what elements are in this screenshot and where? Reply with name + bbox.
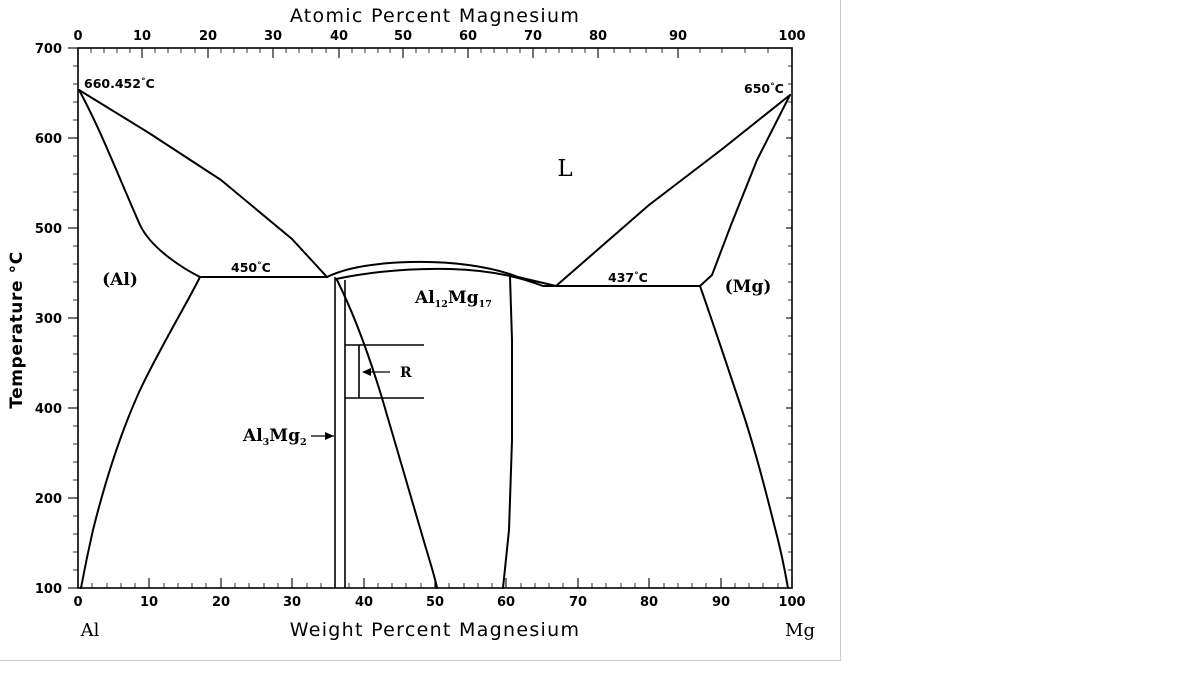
beta-phase-annotation: Al3Mg2 (242, 426, 334, 448)
mg-melting-annotation: 650°C (744, 81, 784, 96)
curve-solvus-al (80, 276, 201, 589)
phase-boundaries (78, 89, 791, 589)
svg-text:437°C: 437°C (608, 270, 648, 285)
eutectic-left-value: 450 (231, 260, 257, 275)
bottom-axis-title: Weight Percent Magnesium (290, 619, 581, 641)
beta-leader-arrowhead (325, 432, 334, 440)
eutectic-right-value: 437 (608, 270, 634, 285)
curve-solidus-gamma (335, 267, 557, 287)
eutectic-right-annotation: 437°C (608, 270, 648, 285)
bottom-tick-label: 70 (569, 595, 587, 610)
curve-solidus-al (78, 89, 201, 278)
left-tick-label: 100 (35, 582, 62, 597)
curve-liquidus-mg (555, 94, 791, 287)
gamma-base1: Al (414, 288, 435, 308)
phase-label-beta: Al3Mg2 (242, 426, 307, 448)
al-melting-annotation: 660.452°C (84, 76, 155, 91)
gamma-sub2: 17 (479, 299, 492, 310)
left-tick-label: 500 (35, 222, 62, 237)
bottom-tick-label: 60 (497, 595, 515, 610)
svg-text:450°C: 450°C (231, 260, 271, 275)
top-tick-label: 20 (199, 29, 217, 44)
eutectic-left-annotation: 450°C (231, 260, 271, 275)
mg-melting-value: 650 (744, 81, 770, 96)
top-axis-title: Atomic Percent Magnesium (290, 5, 580, 27)
gamma-base2: Mg (448, 288, 479, 308)
right-element-label: Mg (785, 620, 815, 641)
curve-liquidus-gamma (326, 260, 557, 287)
gamma-sub1: 12 (435, 299, 448, 310)
beta-sub2: 2 (300, 437, 307, 448)
bottom-tick-label: 50 (426, 595, 444, 610)
top-tick-label: 60 (459, 29, 477, 44)
top-tick-label: 50 (394, 29, 412, 44)
top-tick-label: 40 (330, 29, 348, 44)
bottom-tick-label: 80 (640, 595, 658, 610)
left-tick-label: 600 (35, 132, 62, 147)
al-melting-value: 660.452 (84, 76, 141, 91)
r-leader-arrowhead (362, 368, 371, 376)
bottom-tick-label: 0 (73, 595, 82, 610)
bottom-axis-ticks: 0 10 20 30 40 50 60 70 80 90 100 (73, 578, 806, 610)
svg-text:650°C: 650°C (744, 81, 784, 96)
left-tick-label: 700 (35, 42, 62, 57)
top-tick-label: 30 (264, 29, 282, 44)
left-axis-ticks: 700 600 500 400 300 200 100 (35, 42, 78, 597)
left-tick-label: 400 (35, 402, 62, 417)
plot-frame (77, 47, 793, 589)
top-tick-label: 0 (73, 29, 82, 44)
phase-diagram-svg: Atomic Percent Magnesium (7, 5, 815, 641)
left-element-label: Al (80, 620, 100, 641)
bottom-tick-label: 20 (212, 595, 230, 610)
left-tick-label: 300 (35, 312, 62, 327)
curve-liquidus-al (78, 89, 328, 278)
curve-gamma-left-boundary (336, 279, 438, 589)
phase-label-r: R (400, 365, 412, 381)
bottom-tick-label: 40 (355, 595, 373, 610)
svg-text:660.452°C: 660.452°C (84, 76, 155, 91)
right-axis-ticks (786, 65, 792, 571)
curve-solvus-mg (699, 285, 789, 589)
beta-sub1: 3 (263, 437, 270, 448)
top-tick-label: 10 (133, 29, 151, 44)
phase-label-liquid: L (557, 156, 572, 182)
top-tick-label: 80 (589, 29, 607, 44)
curve-solidus-mg (699, 94, 791, 287)
top-tick-label: 90 (669, 29, 687, 44)
phase-label-al: (Al) (102, 270, 138, 290)
beta-base2: Mg (269, 426, 300, 446)
left-tick-label: 200 (35, 492, 62, 507)
phase-label-gamma: Al12Mg17 (414, 288, 492, 310)
bottom-tick-label: 90 (712, 595, 730, 610)
curve-gamma-right-boundary (502, 276, 513, 589)
bottom-tick-label: 30 (283, 595, 301, 610)
beta-base1: Al (242, 426, 263, 446)
bottom-tick-label: 100 (778, 595, 805, 610)
top-tick-label: 100 (778, 29, 805, 44)
left-axis-title: Temperature °C (7, 251, 27, 409)
top-tick-label: 70 (524, 29, 542, 44)
phase-label-mg: (Mg) (725, 277, 772, 297)
bottom-tick-label: 10 (140, 595, 158, 610)
r-phase-annotation: R (362, 365, 412, 381)
phase-diagram-figure: Atomic Percent Magnesium (0, 0, 841, 661)
top-axis-ticks: 0 10 20 30 40 50 60 70 80 90 100 (73, 29, 806, 58)
